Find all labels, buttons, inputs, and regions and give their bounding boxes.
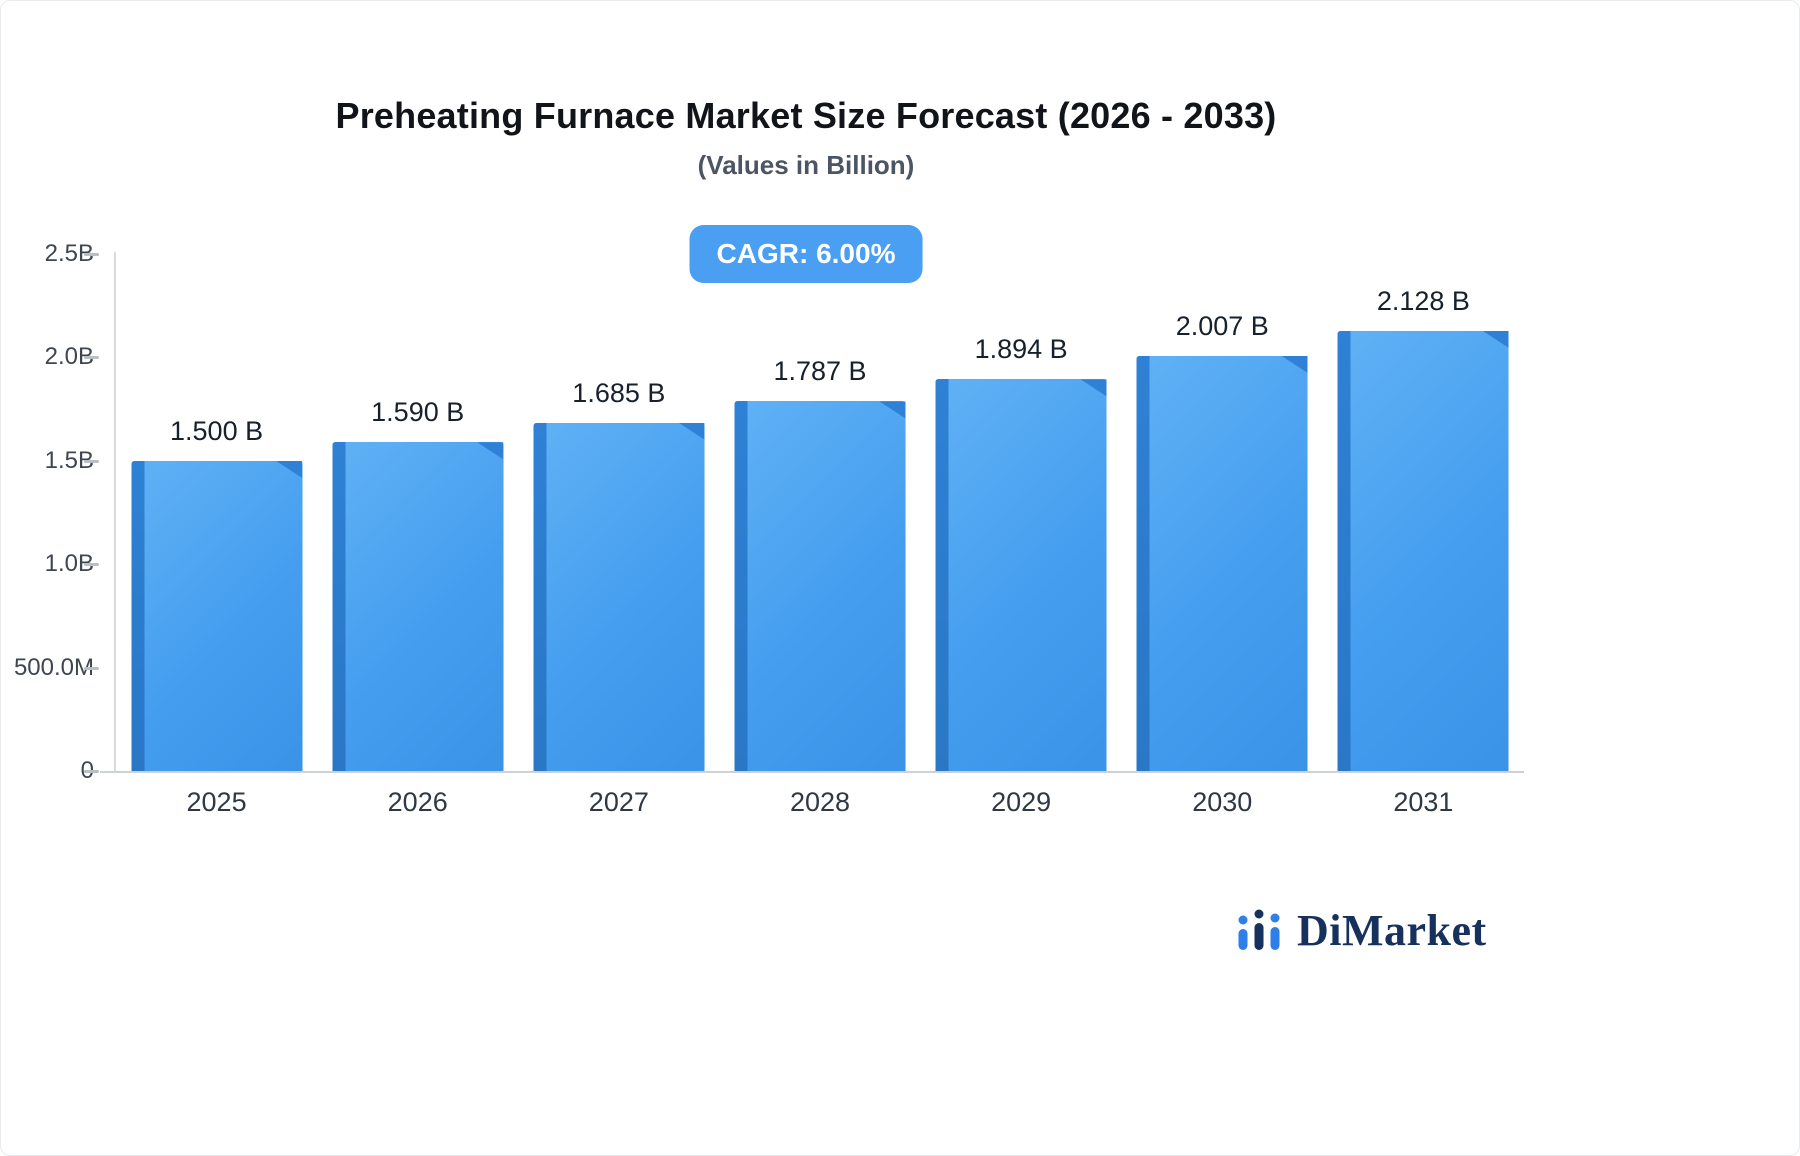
x-axis-label: 2030 (1192, 787, 1253, 817)
bar-slot: 1.590 B 2026 (317, 254, 518, 817)
chart-title: Preheating Furnace Market Size Forecast … (335, 95, 1277, 136)
y-axis-tick-label: 2.5B (44, 240, 94, 267)
bar (1136, 355, 1308, 772)
brand-logo: DiMarket (1233, 904, 1487, 956)
bar (332, 442, 504, 771)
x-axis-label: 2029 (991, 787, 1052, 817)
bar-slot: 2.128 B 2031 (1323, 254, 1524, 817)
bar-value-label: 1.685 B (572, 377, 666, 408)
bar-value-label: 2.128 B (1376, 285, 1470, 316)
bar (1337, 330, 1509, 772)
bar (131, 460, 303, 772)
y-axis-tick-mark (84, 770, 99, 773)
x-axis-label: 2028 (789, 787, 851, 817)
bar-chart-logo-icon (1233, 904, 1285, 956)
x-axis-line (100, 771, 1524, 773)
x-axis-label: 2027 (588, 787, 649, 817)
x-axis-label: 2031 (1393, 787, 1454, 817)
x-axis-label: 2025 (186, 787, 247, 817)
bar (734, 401, 906, 771)
bar-slot: 1.894 B 2029 (921, 254, 1122, 817)
bar-value-label: 2.007 B (1175, 310, 1269, 341)
cagr-badge: CAGR: 6.00% (689, 225, 923, 283)
bar (935, 379, 1107, 771)
bar-slot: 2.007 B 2030 (1122, 254, 1323, 817)
y-axis-tick-label: 1.5B (44, 446, 94, 474)
bar-slot: 1.685 B 2027 (518, 254, 719, 817)
y-axis-line (114, 252, 116, 771)
y-axis-tick-mark (84, 459, 99, 463)
bar (533, 422, 705, 772)
bar-value-label: 1.500 B (170, 415, 264, 446)
x-axis-label: 2026 (387, 787, 448, 817)
y-axis-tick-label: 500.0M (13, 653, 94, 681)
y-axis-tick-mark (84, 563, 99, 567)
y-axis-tick-mark (84, 666, 99, 670)
bar-value-label: 1.590 B (371, 397, 465, 428)
bar-slot: 1.500 B 2025 (116, 254, 317, 817)
bar-value-label: 1.787 B (773, 356, 867, 387)
plot-area: 0500.0M1.0B1.5B2.0B2.5B1.500 B20251.590 … (14, 240, 1524, 817)
y-axis-tick-label: 0 (1, 757, 94, 785)
y-axis-tick-label: 1.0B (44, 550, 94, 578)
y-axis-tick-label: 2.0B (44, 343, 94, 371)
y-axis-tick-mark (84, 253, 99, 256)
y-axis-tick-mark (84, 356, 99, 360)
bar-value-label: 1.894 B (974, 334, 1068, 365)
bar-slot: 1.787 B 2028 (719, 254, 920, 817)
brand-name: DiMarket (1297, 905, 1487, 955)
chart-subtitle: (Values in Billion) (697, 150, 915, 180)
